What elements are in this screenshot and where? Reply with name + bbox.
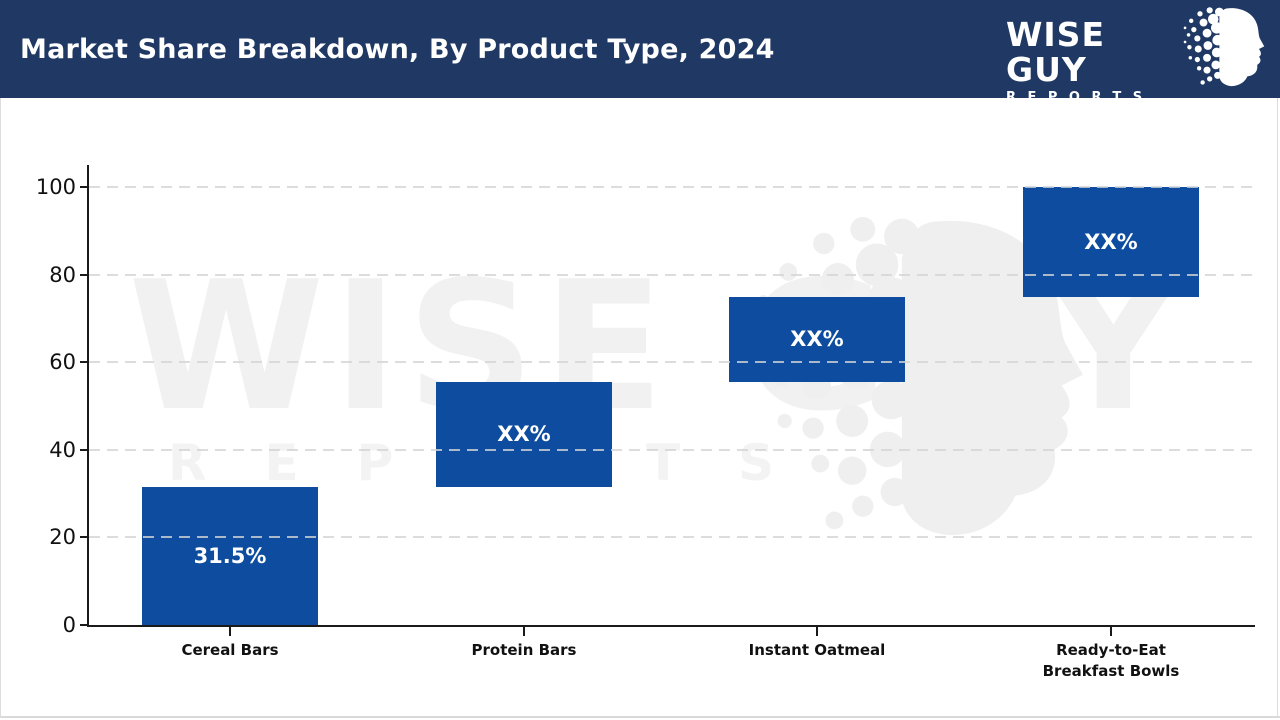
frame-bottom-line — [0, 716, 1280, 718]
bar-value-label: XX% — [1084, 229, 1138, 254]
x-axis-line — [87, 625, 1255, 627]
bar-protein-bars — [436, 381, 612, 488]
y-tick — [80, 448, 89, 451]
gridline-y-100 — [89, 186, 1255, 188]
logo-subtext: REPORTS — [1006, 90, 1154, 106]
x-tick — [1110, 627, 1112, 636]
bar-value-label: XX% — [497, 422, 551, 447]
y-tick — [80, 361, 89, 364]
y-tick — [80, 273, 89, 276]
y-axis-line — [87, 165, 89, 627]
y-tick-label: 100 — [35, 175, 76, 199]
logo: WISE GUY REPORTS — [1006, 0, 1266, 105]
y-tick-label: 80 — [49, 262, 76, 287]
y-tick-label: 40 — [49, 437, 76, 462]
logo-wordmark: WISE GUY — [1006, 15, 1105, 89]
bar-cereal-bars — [142, 487, 318, 625]
header: Market Share Breakdown, By Product Type,… — [0, 0, 1280, 105]
x-tick — [523, 627, 525, 636]
gridline-y-20 — [89, 536, 1255, 539]
x-tick — [229, 627, 231, 636]
y-tick-label: 0 — [62, 613, 76, 637]
category-label-instant-oatmeal: Instant Oatmeal — [748, 641, 886, 659]
y-tick — [80, 186, 89, 188]
bar-instant-oatmeal — [729, 296, 905, 382]
logo-text: WISE GUY REPORTS — [1006, 15, 1180, 106]
frame-left-line — [0, 98, 1, 718]
bar-value-label: XX% — [790, 327, 844, 352]
bar-ready-to-eat-breakfast-bowls — [1023, 187, 1199, 297]
category-label-ready-to-eat-breakfast-bowls: Ready-to-Eat Breakfast Bowls — [1042, 641, 1180, 680]
gridline-y-60 — [89, 361, 1255, 364]
frame-right-line — [1277, 98, 1278, 718]
y-tick — [80, 624, 89, 626]
bar-value-label: 31.5% — [193, 544, 267, 568]
y-tick-label: 20 — [49, 525, 76, 550]
x-tick — [816, 627, 818, 636]
page-title: Market Share Breakdown, By Product Type,… — [20, 33, 775, 65]
wiseguy-head-icon — [1178, 5, 1266, 93]
gridline-y-80 — [89, 273, 1255, 276]
y-tick-label: 60 — [49, 350, 76, 375]
y-tick — [80, 536, 89, 539]
gridline-y-40 — [89, 448, 1255, 451]
category-label-protein-bars: Protein Bars — [471, 641, 577, 659]
category-label-cereal-bars: Cereal Bars — [181, 641, 279, 659]
